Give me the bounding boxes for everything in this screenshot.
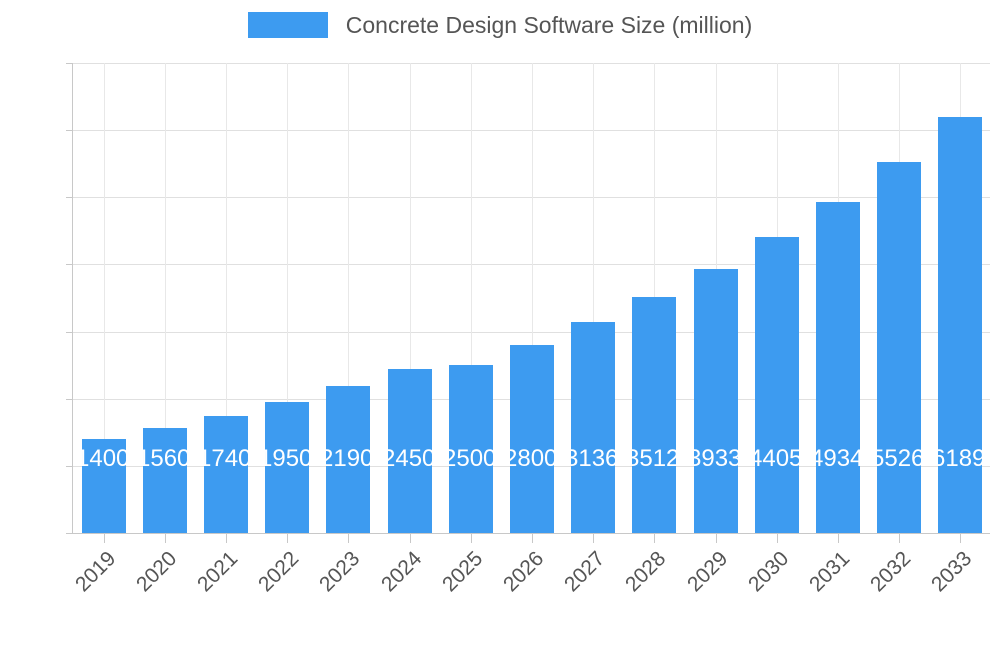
y-gridline: [73, 533, 990, 534]
bar-value-label: 3136: [571, 445, 615, 472]
bar-value-label: 3512: [632, 445, 676, 472]
y-gridline: [73, 264, 990, 266]
bar-value-label: 4405: [755, 445, 799, 472]
bar-2022[interactable]: 1950: [265, 402, 309, 533]
plot-area: 0100020003000400050006000700014002019156…: [66, 63, 990, 596]
bar-2023[interactable]: 2190: [326, 385, 370, 533]
bar-value-label: 3933: [694, 445, 738, 472]
x-gridline: [287, 63, 288, 533]
y-tick-mark: [66, 264, 73, 266]
x-gridline: [104, 63, 105, 533]
bar-value-label: 1950: [265, 445, 309, 472]
bar-2026[interactable]: 2800: [510, 345, 554, 533]
x-tick-mark: [410, 533, 411, 543]
bar-value-label: 2450: [388, 445, 432, 472]
y-tick-mark: [66, 63, 73, 64]
x-tick-mark: [348, 533, 349, 543]
bar-value-label: 2190: [326, 445, 370, 472]
bar-2024[interactable]: 2450: [388, 368, 432, 533]
y-gridline: [73, 63, 990, 64]
y-tick-mark: [66, 465, 73, 467]
y-tick-mark: [66, 331, 73, 333]
bar-2028[interactable]: 3512: [632, 297, 676, 533]
x-tick-mark: [899, 533, 900, 543]
y-gridline: [73, 331, 990, 333]
x-tick-mark: [716, 533, 717, 543]
bar-value-label: 1560: [143, 445, 187, 472]
bar-value-label: 2500: [449, 445, 493, 472]
bar-2030[interactable]: 4405: [755, 237, 799, 533]
x-tick-mark: [226, 533, 227, 543]
y-gridline: [73, 130, 990, 132]
x-gridline: [593, 63, 594, 533]
bar-value-label: 1400: [82, 445, 126, 472]
x-tick-mark: [532, 533, 533, 543]
bar-2027[interactable]: 3136: [571, 322, 615, 533]
x-gridline: [165, 63, 166, 533]
legend-label-series-0[interactable]: Concrete Design Software Size (million): [345, 12, 753, 38]
bar-2020[interactable]: 1560: [143, 428, 187, 533]
x-gridline: [532, 63, 533, 533]
bar-value-label: 1740: [204, 445, 248, 472]
x-tick-mark: [838, 533, 839, 543]
x-tick-mark: [165, 533, 166, 543]
bar-value-label: 2800: [510, 445, 554, 472]
bar-2029[interactable]: 3933: [694, 268, 738, 533]
x-tick-mark: [593, 533, 594, 543]
bar-chart: Concrete Design Software Size (million) …: [0, 12, 1000, 596]
bar-2021[interactable]: 1740: [204, 416, 248, 533]
x-tick-mark: [104, 533, 105, 543]
bar-value-label: 4934: [816, 445, 860, 472]
x-tick-mark: [777, 533, 778, 543]
bar-2033[interactable]: 6189: [938, 117, 982, 533]
chart-legend: Concrete Design Software Size (million): [0, 12, 1000, 38]
y-tick-mark: [66, 130, 73, 132]
bar-2025[interactable]: 2500: [449, 365, 493, 533]
y-tick-mark: [66, 533, 73, 534]
x-tick-mark: [471, 533, 472, 543]
x-gridline: [471, 63, 472, 533]
x-gridline: [348, 63, 349, 533]
bar-value-label: 6189: [938, 445, 982, 472]
bar-2019[interactable]: 1400: [82, 439, 126, 533]
y-tick-mark: [66, 197, 73, 199]
y-gridline: [73, 197, 990, 199]
bar-value-label: 5526: [877, 445, 921, 472]
x-tick-mark: [960, 533, 961, 543]
y-tick-mark: [66, 398, 73, 400]
bar-2031[interactable]: 4934: [816, 201, 860, 533]
x-tick-mark: [654, 533, 655, 543]
bar-2032[interactable]: 5526: [877, 161, 921, 533]
x-gridline: [410, 63, 411, 533]
legend-swatch-series-0[interactable]: [247, 12, 328, 38]
x-gridline: [226, 63, 227, 533]
x-tick-mark: [287, 533, 288, 543]
